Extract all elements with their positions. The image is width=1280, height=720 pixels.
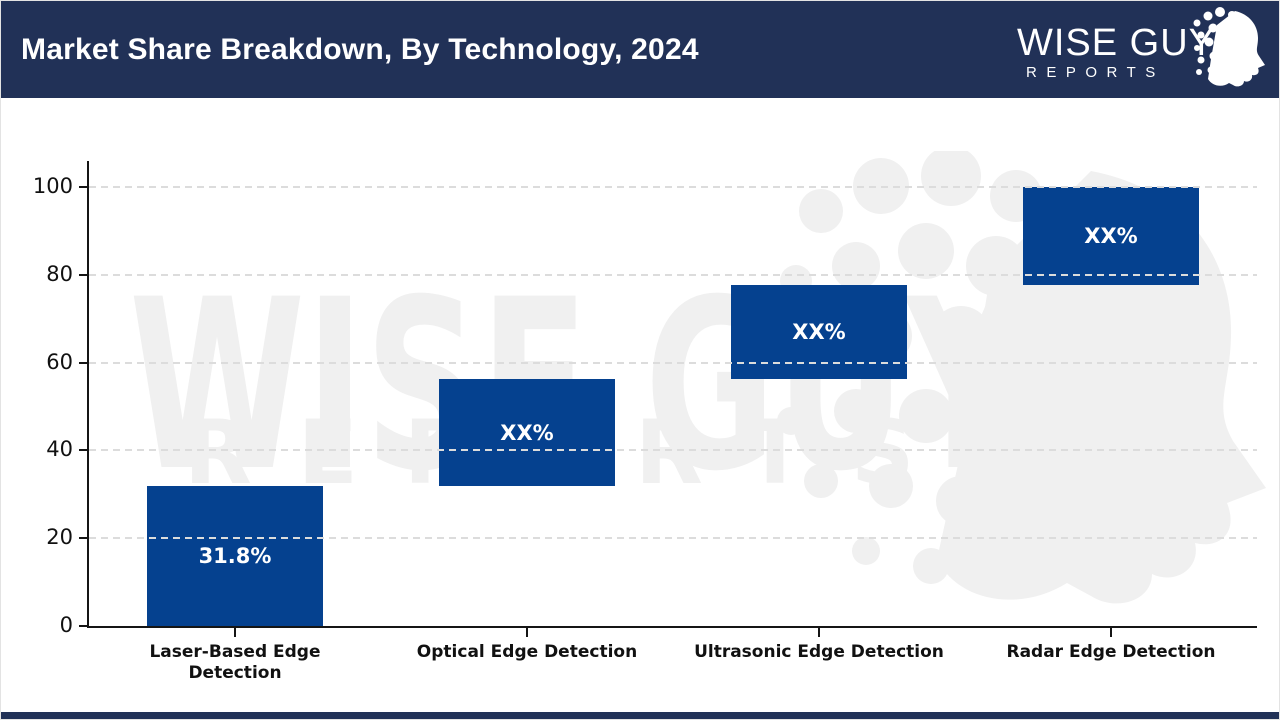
- category-label: Laser-Based Edge Detection: [149, 642, 321, 683]
- gridline: [89, 361, 1257, 364]
- footer-bar: [1, 712, 1279, 719]
- y-tick-label: 40: [46, 437, 73, 462]
- y-tick-label: 0: [59, 613, 73, 637]
- gridline: [89, 449, 1257, 452]
- y-tick-label: 60: [46, 349, 73, 374]
- bar-value-label: XX%: [500, 420, 554, 445]
- bar: XX%: [731, 284, 907, 379]
- x-axis-tick: [234, 628, 236, 637]
- gridline: [89, 537, 1257, 540]
- category-label: Optical Edge Detection: [416, 642, 638, 662]
- gridline: [89, 186, 1257, 188]
- logo-reports: REPORTS: [1026, 64, 1165, 81]
- bar: 31.8%: [147, 486, 323, 626]
- logo-head-icon: [1193, 7, 1265, 87]
- y-axis: [87, 161, 89, 628]
- header-bar: Market Share Breakdown, By Technology, 2…: [1, 1, 1279, 98]
- bar-value-label: XX%: [1084, 223, 1138, 248]
- category-label: Radar Edge Detection: [1006, 642, 1216, 662]
- bar-value-label: 31.8%: [198, 544, 272, 569]
- bar-value-label: XX%: [792, 319, 846, 344]
- x-axis-tick: [818, 628, 820, 637]
- logo-wordmark: WISE GUY: [1017, 22, 1215, 64]
- x-axis-tick: [526, 628, 528, 637]
- page-title: Market Share Breakdown, By Technology, 2…: [21, 32, 699, 66]
- y-axis-tick: [79, 273, 87, 276]
- y-tick-label: 80: [46, 261, 73, 286]
- brand-logo: WISE GUY REPORTS: [1017, 7, 1265, 87]
- bar: XX%: [439, 378, 615, 487]
- y-axis-tick: [79, 186, 87, 188]
- y-tick-label: 100: [32, 174, 73, 198]
- y-tick-label: 20: [46, 525, 73, 550]
- y-axis-tick: [79, 449, 87, 452]
- x-axis: [87, 626, 1257, 628]
- y-axis-tick: [79, 537, 87, 540]
- chart: 0 20 40 60 80 100 31.8% Laser-Based Edge Detect…: [1, 98, 1279, 714]
- bar: XX%: [1023, 187, 1199, 285]
- gridline: [89, 273, 1257, 276]
- y-axis-tick: [79, 625, 87, 627]
- y-axis-tick: [79, 361, 87, 364]
- category-label: Ultrasonic Edge Detection: [694, 642, 944, 662]
- x-axis-tick: [1110, 628, 1112, 637]
